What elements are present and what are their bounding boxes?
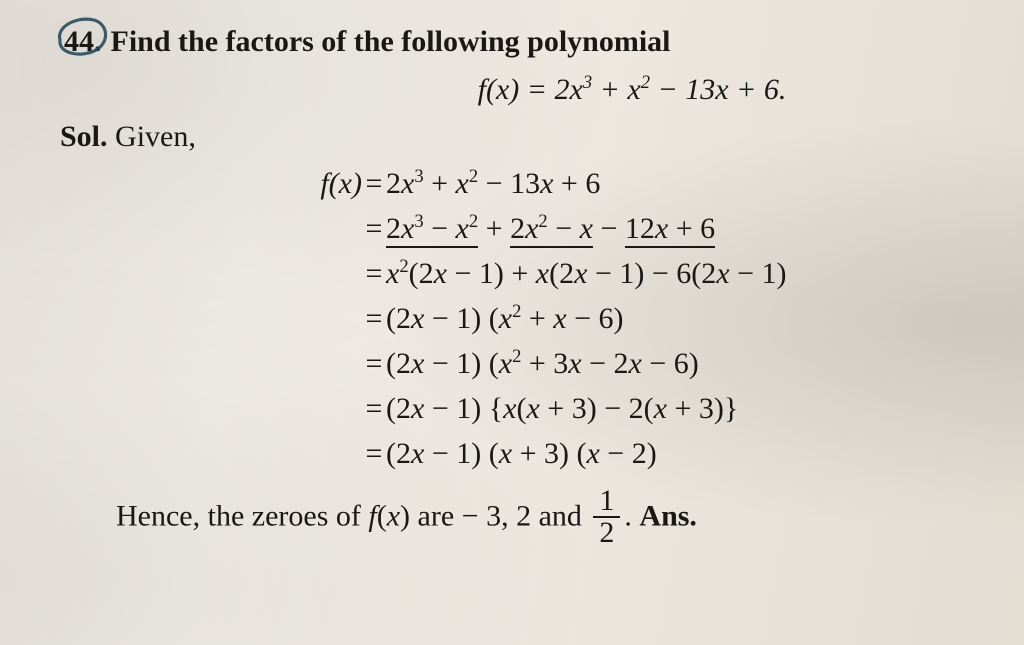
ans-label: Ans. — [639, 499, 697, 532]
frac-num: 1 — [593, 486, 620, 518]
frac-den: 2 — [593, 518, 620, 548]
question-prompt: Find the factors of the following polyno… — [111, 20, 671, 64]
given-function: f(x) = 2x3 + x2 − 13x + 6. — [280, 68, 984, 112]
step-7: = (2x − 1) (x + 3) (x − 2) — [300, 431, 984, 476]
solution-header: Sol. Given, — [60, 115, 984, 159]
fraction-half: 12 — [593, 486, 620, 548]
step-3: = x2(2x − 1) + x(2x − 1) − 6(2x − 1) — [300, 251, 984, 296]
page-content: 44. Find the factors of the following po… — [60, 20, 984, 548]
given-label: Given, — [115, 120, 196, 153]
concl-prefix: Hence, the zeroes of — [116, 499, 368, 532]
concl-tail: . — [624, 499, 639, 532]
sol-label: Sol. — [60, 120, 108, 153]
circle-annotation-icon — [50, 14, 112, 58]
step-4: = (2x − 1) (x2 + x − 6) — [300, 296, 984, 341]
question-number: 44. — [60, 20, 106, 64]
step-2: = 2x3 − x2 + 2x2 − x − 12x + 6 — [300, 206, 984, 251]
step-5: = (2x − 1) (x2 + 3x − 2x − 6) — [300, 341, 984, 386]
concl-mid: are − 3, 2 and — [410, 499, 589, 532]
fn-lhs: f(x) — [478, 73, 520, 106]
question-line: 44. Find the factors of the following po… — [60, 20, 984, 64]
solution-steps: f(x) = 2x3 + x2 − 13x + 6 = 2x3 − x2 + 2… — [300, 161, 984, 476]
conclusion: Hence, the zeroes of f(x) are − 3, 2 and… — [116, 486, 984, 548]
step-1: f(x) = 2x3 + x2 − 13x + 6 — [300, 161, 984, 206]
step-6: = (2x − 1) {x(x + 3) − 2(x + 3)} — [300, 386, 984, 431]
